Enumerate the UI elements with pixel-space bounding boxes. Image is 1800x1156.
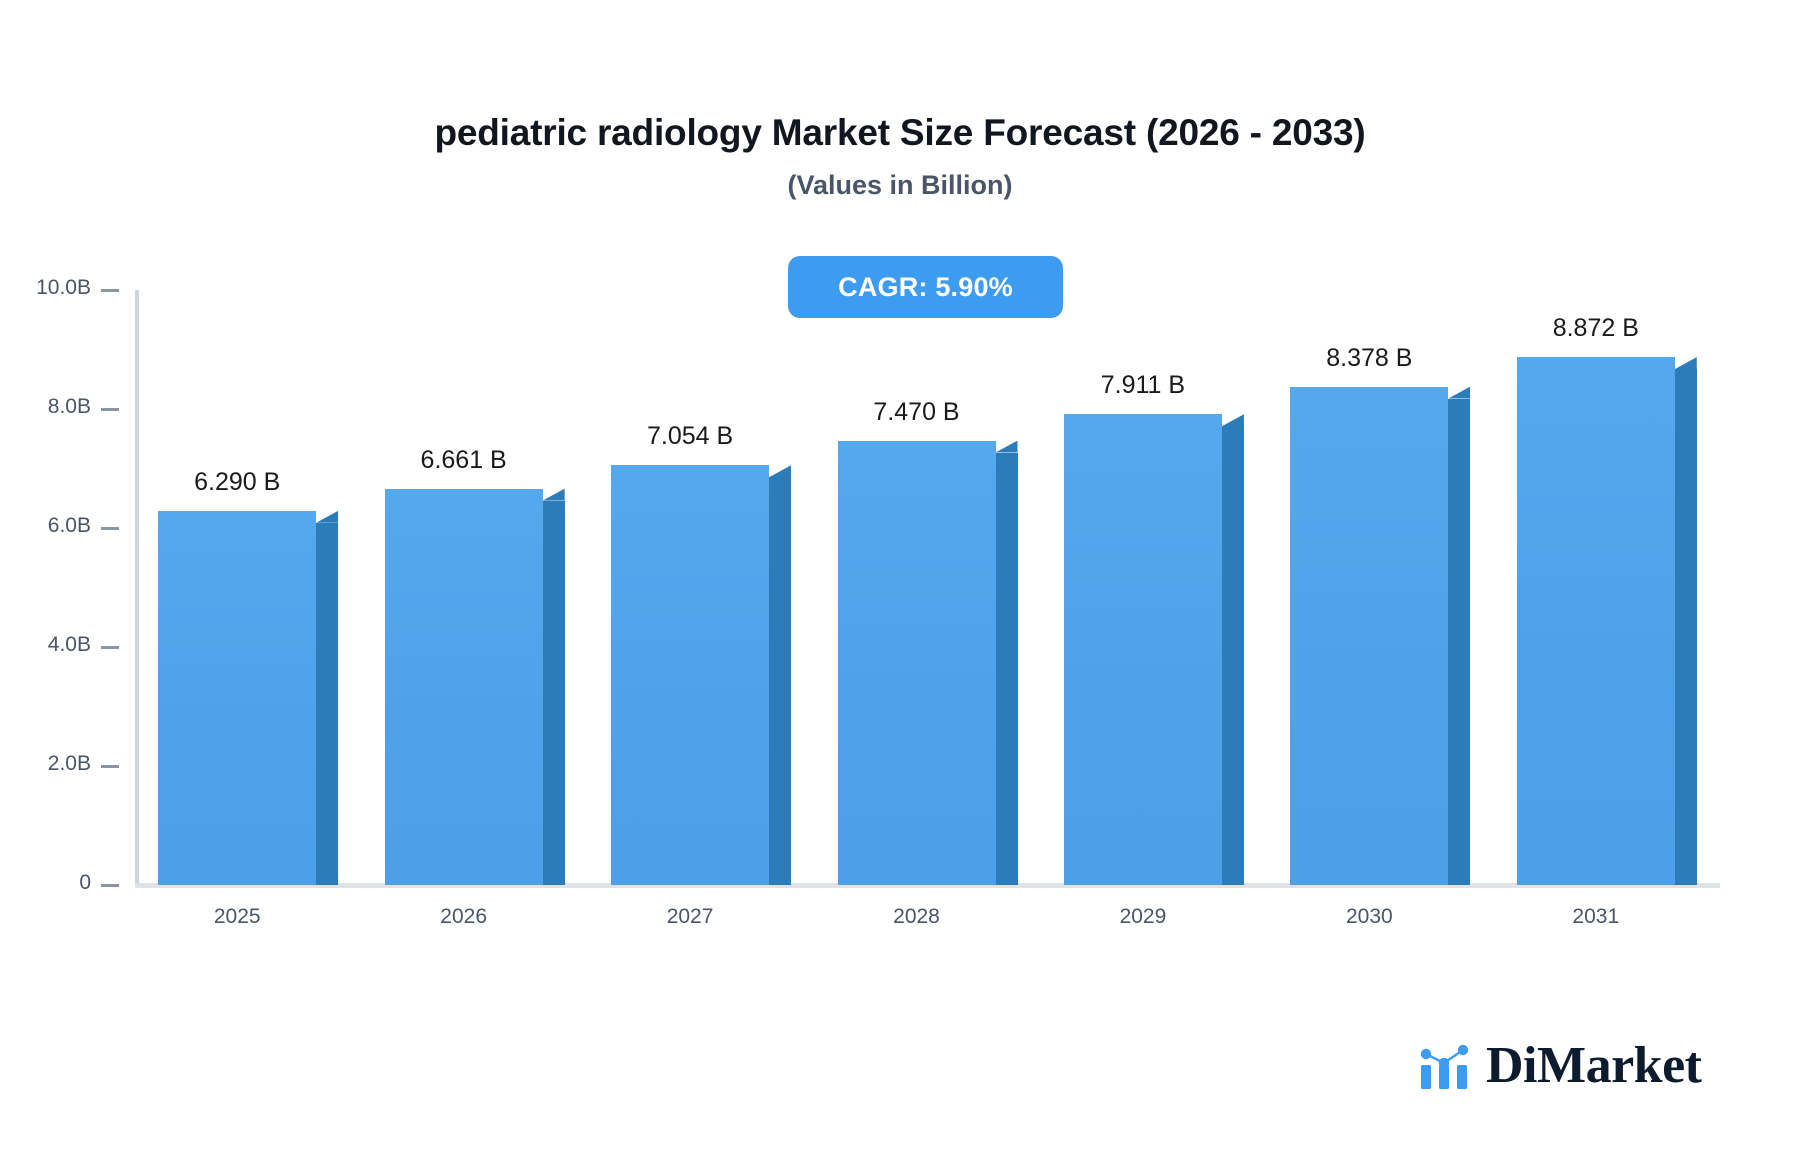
bar-front-face [158,510,317,885]
bar-front-face [837,440,996,885]
dimarket-logo: DiMarket [1418,1037,1702,1094]
chart-title: pediatric radiology Market Size Forecast… [434,112,1366,153]
cagr-badge-label: CAGR: 5.90% [838,271,1013,302]
y-tick-mark [101,527,119,530]
logo-bars-icon [1418,1041,1472,1091]
y-tick-mark [101,408,119,411]
bar[interactable]: 6.290 B [158,468,339,885]
bar[interactable]: 7.911 B [1063,371,1244,885]
bar-value-label: 6.290 B [194,467,281,496]
bar[interactable]: 8.872 B [1516,314,1697,885]
bar-side-face [1221,426,1244,885]
bar-side-face [995,452,1018,885]
bar-top-face [316,510,339,523]
plot-area: 6.290 B 6.661 B 7.054 B 7.470 B 7.911 B 8.378… [135,290,1720,885]
bar[interactable]: 6.661 B [384,446,565,885]
x-tick-label: 2025 [213,905,261,928]
bar-side-face [542,500,565,885]
bar-top-face [542,488,565,501]
bar-front-face [611,465,770,885]
bar-front-face [1063,414,1222,885]
bar-value-label: 7.054 B [646,422,734,451]
y-tick-label: 10.0B [36,276,91,299]
bar-side-face [769,477,792,885]
bar-side-face [1674,369,1697,885]
x-tick-label: 2031 [1572,905,1620,928]
bar-top-face [1674,357,1697,370]
bar[interactable]: 7.054 B [611,422,792,885]
bar-top-face [1448,386,1471,399]
y-tick-label: 4.0B [47,633,91,656]
bar-value-label: 7.470 B [873,397,960,426]
x-tick-label: 2028 [893,905,940,928]
bar-top-face [769,465,792,478]
bar-top-face [995,440,1018,453]
logo-wordmark: DiMarket [1486,1037,1702,1094]
bar-front-face [1290,386,1449,885]
y-tick-label: 6.0B [47,514,91,537]
cagr-badge: CAGR: 5.90% [788,256,1063,318]
y-axis-line [135,290,139,885]
y-tick-mark [101,765,119,768]
bar-value-label: 7.911 B [1100,371,1186,400]
y-tick-mark [101,884,119,887]
chart-subtitle: (Values in Billion) [787,170,1013,200]
x-tick-label: 2026 [440,905,487,928]
y-tick-label: 0 [79,871,91,894]
bar-side-face [316,522,339,885]
bar-value-label: 8.872 B [1552,314,1639,343]
x-axis-line [135,883,1720,888]
bar-top-face [1221,414,1244,427]
bar-front-face [1516,357,1675,885]
bar-value-label: 6.661 B [420,445,507,474]
y-tick-label: 8.0B [47,395,91,418]
y-tick-label: 2.0B [47,752,91,775]
x-tick-label: 2030 [1345,905,1393,928]
bar-value-label: 8.378 B [1326,343,1413,372]
x-tick-label: 2027 [666,905,714,928]
bar-side-face [1448,398,1471,885]
bar[interactable]: 7.470 B [837,398,1018,885]
y-tick-mark [101,646,119,649]
bar[interactable]: 8.378 B [1290,344,1471,885]
x-tick-label: 2029 [1119,905,1167,928]
bar-front-face [384,488,543,885]
y-tick-mark [101,289,119,292]
